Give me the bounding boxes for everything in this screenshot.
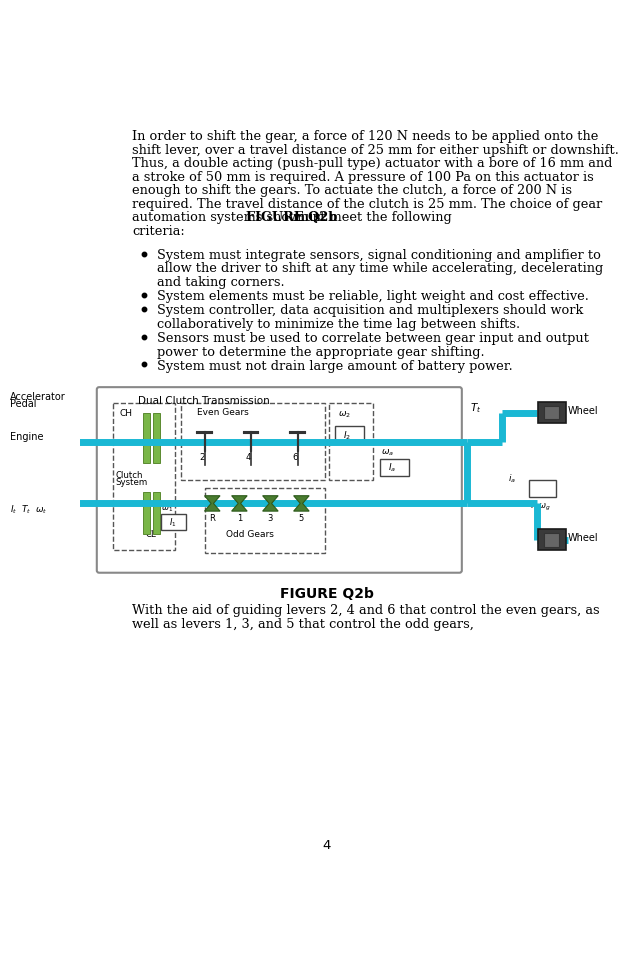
Text: 1: 1 xyxy=(237,514,242,523)
Text: $I_a$: $I_a$ xyxy=(388,462,396,474)
Text: required. The travel distance of the clutch is 25 mm. The choice of gear: required. The travel distance of the clu… xyxy=(133,197,603,211)
Text: $I_1$: $I_1$ xyxy=(169,516,177,529)
Text: System controller, data acquisition and multiplexers should work: System controller, data acquisition and … xyxy=(157,305,584,317)
Text: FIGURE Q2b: FIGURE Q2b xyxy=(280,587,374,602)
Text: FIGURE Q2b: FIGURE Q2b xyxy=(246,211,338,224)
Text: $i_a$: $i_a$ xyxy=(508,472,516,485)
Text: $I_2$: $I_2$ xyxy=(343,429,352,442)
Polygon shape xyxy=(293,495,309,512)
Text: $I_g$: $I_g$ xyxy=(537,484,545,496)
Bar xyxy=(544,405,560,420)
Text: Sensors must be used to correlate between gear input and output: Sensors must be used to correlate betwee… xyxy=(157,332,590,345)
Text: 4: 4 xyxy=(246,453,251,463)
Text: and taking corners.: and taking corners. xyxy=(157,276,285,289)
Bar xyxy=(142,491,149,535)
Polygon shape xyxy=(263,495,278,512)
Bar xyxy=(205,488,325,554)
Text: With the aid of guiding levers 2, 4 and 6 that control the even gears, as: With the aid of guiding levers 2, 4 and … xyxy=(133,604,600,617)
Text: shift lever, over a travel distance of 25 mm for either upshift or downshift.: shift lever, over a travel distance of 2… xyxy=(133,144,619,157)
Text: $\omega_2$: $\omega_2$ xyxy=(338,409,351,420)
Text: automation systems shown in: automation systems shown in xyxy=(133,211,329,224)
Bar xyxy=(161,514,186,530)
Bar xyxy=(538,529,566,551)
Text: $\omega_1$: $\omega_1$ xyxy=(161,503,174,513)
Bar xyxy=(12,408,45,433)
Bar xyxy=(181,403,325,480)
Text: enough to shift the gears. To actuate the clutch, a force of 200 N is: enough to shift the gears. To actuate th… xyxy=(133,184,572,197)
Text: Dual Clutch Transmission: Dual Clutch Transmission xyxy=(138,396,270,405)
Text: power to determine the appropriate gear shifting.: power to determine the appropriate gear … xyxy=(157,346,485,358)
Text: $\omega_a$: $\omega_a$ xyxy=(382,447,394,458)
Text: R: R xyxy=(209,514,215,523)
Bar xyxy=(113,403,175,550)
Text: must meet the following: must meet the following xyxy=(289,211,452,224)
Bar xyxy=(329,403,373,480)
Text: 4: 4 xyxy=(323,839,331,852)
Circle shape xyxy=(32,439,38,445)
Text: 5: 5 xyxy=(299,514,304,523)
Text: In order to shift the gear, a force of 120 N needs to be applied onto the: In order to shift the gear, a force of 1… xyxy=(133,130,599,144)
Bar xyxy=(538,401,566,423)
Text: Accelerator: Accelerator xyxy=(10,392,66,401)
Circle shape xyxy=(40,439,45,445)
Text: $T_t$: $T_t$ xyxy=(470,401,482,415)
Text: 3: 3 xyxy=(268,514,273,523)
Text: $I_t$  $T_t$  $\omega_t$: $I_t$ $T_t$ $\omega_t$ xyxy=(10,503,47,516)
Text: 6: 6 xyxy=(292,453,298,463)
Text: Even Gears: Even Gears xyxy=(197,408,249,417)
Text: 2: 2 xyxy=(200,453,205,463)
Circle shape xyxy=(23,438,31,446)
Bar xyxy=(152,491,160,535)
Text: allow the driver to shift at any time while accelerating, decelerating: allow the driver to shift at any time wh… xyxy=(157,262,604,275)
Text: $T_g\omega_g$: $T_g\omega_g$ xyxy=(530,499,551,513)
Text: Wheel: Wheel xyxy=(568,406,598,417)
Bar xyxy=(142,413,149,463)
Text: criteria:: criteria: xyxy=(133,225,185,238)
Circle shape xyxy=(38,438,47,446)
Text: System elements must be reliable, light weight and cost effective.: System elements must be reliable, light … xyxy=(157,290,589,303)
Bar xyxy=(335,426,364,444)
Circle shape xyxy=(24,439,30,445)
Text: CL: CL xyxy=(145,531,156,539)
Text: Wheel: Wheel xyxy=(568,534,598,543)
Bar xyxy=(380,459,409,476)
Text: Thus, a double acting (push-pull type) actuator with a bore of 16 mm and: Thus, a double acting (push-pull type) a… xyxy=(133,157,613,171)
Text: System must integrate sensors, signal conditioning and amplifier to: System must integrate sensors, signal co… xyxy=(157,249,601,262)
Bar xyxy=(152,413,160,463)
Polygon shape xyxy=(205,495,220,512)
Text: Odd Gears: Odd Gears xyxy=(226,531,274,539)
Bar xyxy=(530,480,556,497)
FancyBboxPatch shape xyxy=(97,387,462,573)
Bar xyxy=(544,533,560,547)
Text: Pedal: Pedal xyxy=(10,399,36,409)
Text: a stroke of 50 mm is required. A pressure of 100 Pa on this actuator is: a stroke of 50 mm is required. A pressur… xyxy=(133,171,594,184)
Text: System: System xyxy=(115,478,147,487)
Text: System must not drain large amount of battery power.: System must not drain large amount of ba… xyxy=(157,360,513,373)
Text: Engine: Engine xyxy=(10,432,43,442)
Text: well as levers 1, 3, and 5 that control the odd gears,: well as levers 1, 3, and 5 that control … xyxy=(133,618,474,630)
Bar xyxy=(22,432,48,452)
Circle shape xyxy=(31,438,39,446)
Text: collaboratively to minimize the time lag between shifts.: collaboratively to minimize the time lag… xyxy=(157,318,521,331)
Text: Clutch: Clutch xyxy=(115,471,143,480)
Text: CH: CH xyxy=(119,409,132,419)
Polygon shape xyxy=(232,495,247,512)
